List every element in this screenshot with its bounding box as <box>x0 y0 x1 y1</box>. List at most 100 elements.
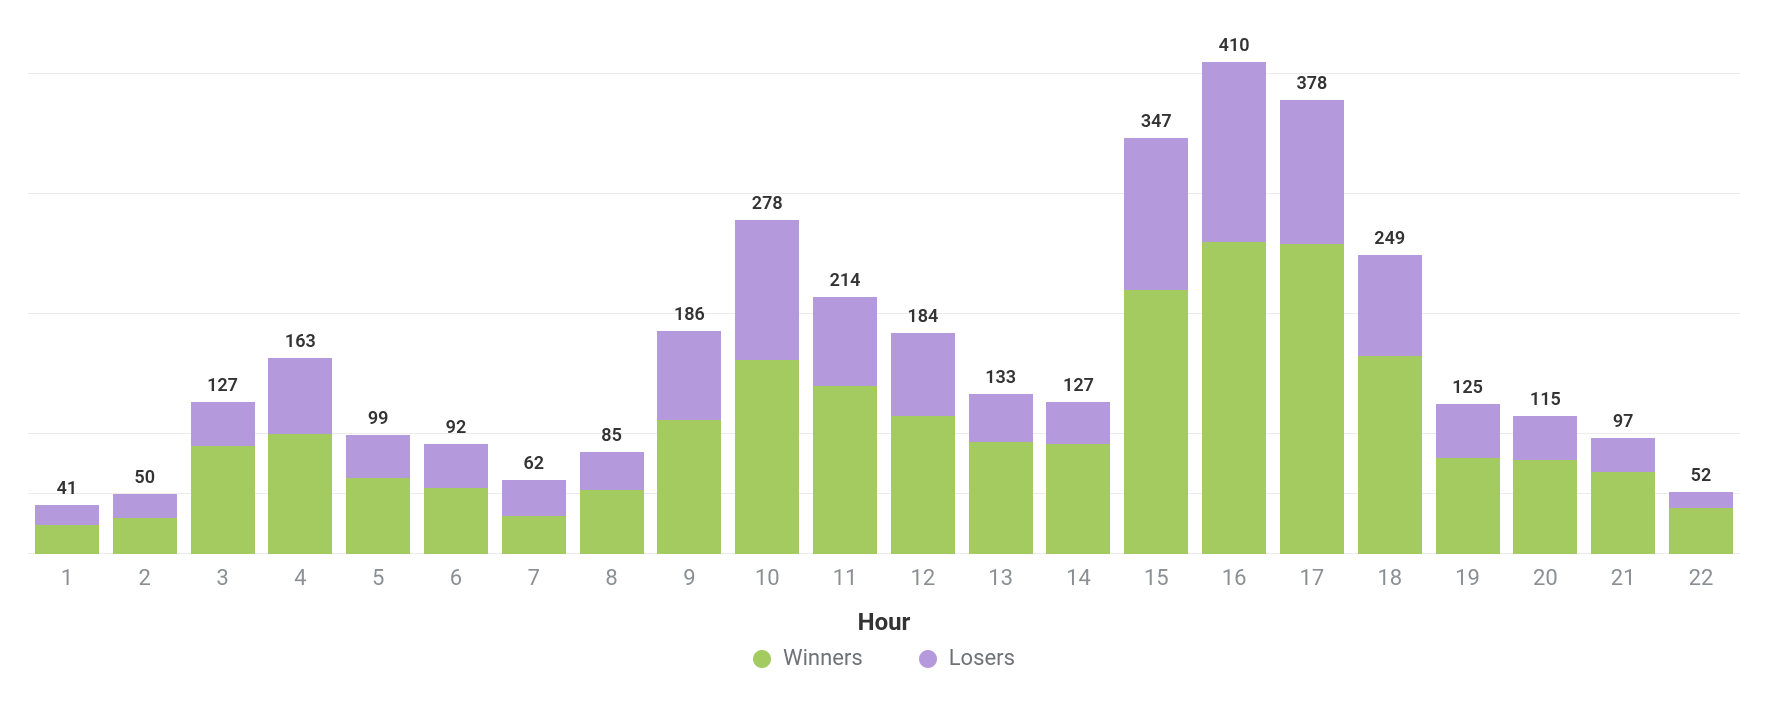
bar: 125 <box>1436 404 1500 554</box>
bar: 186 <box>657 331 721 554</box>
x-tick: 10 <box>728 566 806 606</box>
bar-total-label: 92 <box>446 417 467 438</box>
bar-slot: 115 <box>1506 416 1584 554</box>
bar-segment-winners <box>346 478 410 554</box>
bar: 62 <box>502 480 566 554</box>
x-tick: 4 <box>261 566 339 606</box>
bar-total-label: 125 <box>1452 377 1483 398</box>
bar-slot: 278 <box>728 220 806 554</box>
bar: 85 <box>580 452 644 554</box>
bar-slot: 184 <box>884 333 962 554</box>
bar-segment-winners <box>1436 458 1500 554</box>
bar-total-label: 97 <box>1613 411 1634 432</box>
x-tick: 19 <box>1429 566 1507 606</box>
bar-segment-losers <box>268 358 332 434</box>
legend-item-winners[interactable]: Winners <box>753 646 863 671</box>
bar-slot: 92 <box>417 444 495 554</box>
x-tick: 16 <box>1195 566 1273 606</box>
bar-total-label: 249 <box>1374 228 1405 249</box>
bar-segment-losers <box>113 494 177 518</box>
bar-total-label: 278 <box>752 193 783 214</box>
bar: 97 <box>1591 438 1655 554</box>
bar-total-label: 62 <box>523 453 544 474</box>
bar-segment-winners <box>969 442 1033 554</box>
bar-total-label: 186 <box>674 304 705 325</box>
bar-slot: 347 <box>1117 138 1195 554</box>
x-tick: 6 <box>417 566 495 606</box>
legend-label: Winners <box>783 646 863 671</box>
losers-swatch-icon <box>919 650 937 668</box>
legend-item-losers[interactable]: Losers <box>919 646 1015 671</box>
bar-slot: 125 <box>1429 404 1507 554</box>
bar-segment-losers <box>1124 138 1188 290</box>
winners-swatch-icon <box>753 650 771 668</box>
x-tick: 20 <box>1506 566 1584 606</box>
bar-slot: 378 <box>1273 100 1351 554</box>
bar: 127 <box>191 402 255 554</box>
bar-segment-winners <box>1202 242 1266 554</box>
bar-segment-losers <box>657 331 721 420</box>
bar-total-label: 115 <box>1530 389 1561 410</box>
bar-segment-losers <box>191 402 255 446</box>
bar-total-label: 163 <box>285 331 316 352</box>
bar-slot: 410 <box>1195 62 1273 554</box>
x-tick: 11 <box>806 566 884 606</box>
bar-segment-winners <box>1124 290 1188 554</box>
plot-area: 4150127163999262851862782141841331273474… <box>28 14 1740 554</box>
bar-segment-winners <box>1358 356 1422 554</box>
bar-total-label: 214 <box>830 270 861 291</box>
x-tick: 7 <box>495 566 573 606</box>
bar: 249 <box>1358 255 1422 554</box>
bar-slot: 127 <box>184 402 262 554</box>
bar: 133 <box>969 394 1033 554</box>
bar-slot: 52 <box>1662 492 1740 554</box>
x-tick: 14 <box>1040 566 1118 606</box>
bar-total-label: 50 <box>134 467 155 488</box>
x-tick: 15 <box>1117 566 1195 606</box>
bar-segment-losers <box>35 505 99 525</box>
bar-slot: 186 <box>651 331 729 554</box>
bar-total-label: 99 <box>368 408 389 429</box>
x-tick: 18 <box>1351 566 1429 606</box>
bar-total-label: 52 <box>1691 465 1712 486</box>
bar-segment-losers <box>969 394 1033 442</box>
x-tick: 2 <box>106 566 184 606</box>
bar: 50 <box>113 494 177 554</box>
bar: 52 <box>1669 492 1733 554</box>
bar: 214 <box>813 297 877 554</box>
bar-segment-losers <box>1046 402 1110 444</box>
bar-segment-losers <box>1669 492 1733 509</box>
bar-slot: 133 <box>962 394 1040 554</box>
bar-segment-winners <box>191 446 255 554</box>
legend-label: Losers <box>949 646 1015 671</box>
bar-slot: 41 <box>28 505 106 554</box>
bar-segment-winners <box>113 518 177 554</box>
bar: 410 <box>1202 62 1266 554</box>
x-tick: 3 <box>184 566 262 606</box>
bar-segment-losers <box>1513 416 1577 460</box>
bar-total-label: 127 <box>1063 375 1094 396</box>
x-tick: 22 <box>1662 566 1740 606</box>
x-axis-title: Hour <box>0 608 1768 636</box>
bar-segment-winners <box>268 434 332 554</box>
bar: 278 <box>735 220 799 554</box>
bar-segment-losers <box>1202 62 1266 242</box>
bar-slot: 249 <box>1351 255 1429 554</box>
bar-segment-losers <box>1280 100 1344 244</box>
legend: Winners Losers <box>0 646 1768 671</box>
bar-total-label: 85 <box>601 425 622 446</box>
bar-slot: 97 <box>1584 438 1662 554</box>
x-tick: 5 <box>339 566 417 606</box>
bar-total-label: 133 <box>985 367 1016 388</box>
bar-segment-losers <box>502 480 566 516</box>
bar-segment-winners <box>1669 508 1733 554</box>
bar-slot: 50 <box>106 494 184 554</box>
x-tick: 21 <box>1584 566 1662 606</box>
bars-container: 4150127163999262851862782141841331273474… <box>28 14 1740 554</box>
bar-segment-losers <box>580 452 644 490</box>
bar-segment-losers <box>1436 404 1500 458</box>
hourly-winners-losers-chart: 4150127163999262851862782141841331273474… <box>0 0 1768 721</box>
bar-segment-losers <box>346 435 410 478</box>
bar: 99 <box>346 435 410 554</box>
bar-segment-winners <box>735 360 799 554</box>
